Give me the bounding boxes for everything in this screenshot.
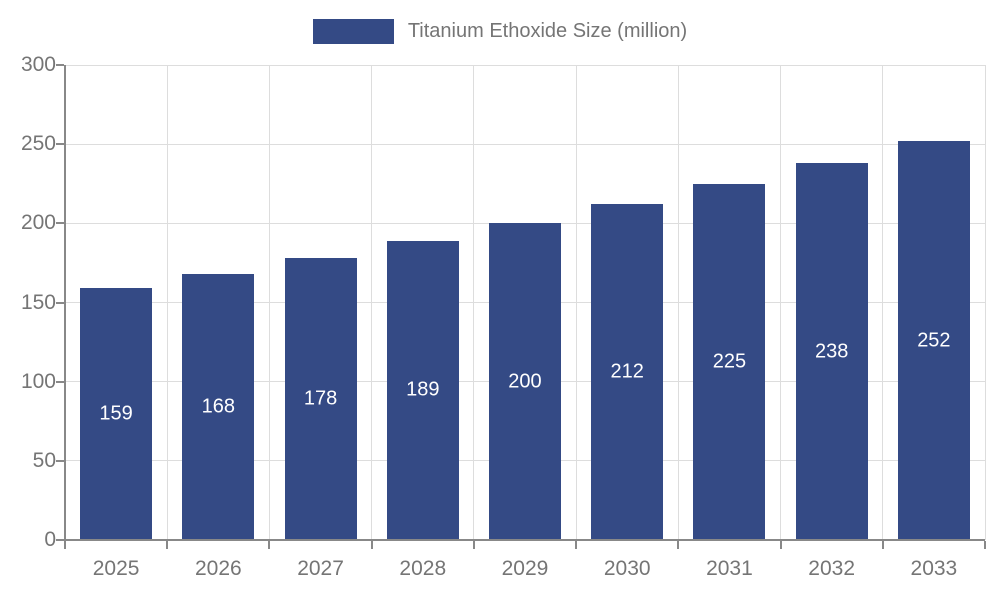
v-gridline [268,65,270,540]
y-axis-tick [56,301,64,304]
bar[interactable]: 200 [488,223,561,540]
y-tick-label: 100 [20,369,56,393]
h-gridline [65,222,985,224]
y-tick-label: 300 [20,53,56,76]
x-tick-label: 2032 [808,557,856,580]
h-gridline [65,143,985,145]
x-tick-label: 2025 [92,557,140,580]
v-gridline [882,65,884,540]
y-axis-tick [56,64,64,66]
y-tick-label: 250 [20,132,56,156]
x-axis-tick [881,541,884,549]
bar-value-label: 238 [814,340,849,363]
x-axis-tick [472,541,475,549]
x-axis-tick [166,541,169,549]
legend-label: Titanium Ethoxide Size (million) [407,19,688,42]
v-gridline [473,65,475,540]
bar-slot: 200 [474,65,576,540]
bar-slot: 159 [65,65,167,540]
y-axis-line [64,65,66,540]
v-gridline [984,65,986,540]
plot-area: 159 168 178 189 200 212 225 238 252 [56,64,986,549]
bar-slot: 212 [576,65,678,540]
y-tick-label: 0 [44,528,56,551]
bar-slot: 225 [678,65,780,540]
x-tick-label: 2028 [399,557,447,580]
bar[interactable]: 178 [284,258,357,540]
bar[interactable]: 238 [795,163,868,540]
x-axis-tick [268,541,271,549]
bar[interactable]: 225 [693,183,766,540]
x-tick-label: 2031 [706,557,753,580]
y-tick-label: 50 [32,448,56,472]
bar-slot: 238 [781,65,883,540]
bar[interactable]: 159 [80,288,153,540]
bar-value-label: 168 [201,395,236,418]
bar[interactable]: 189 [386,240,459,540]
bar-value-label: 189 [406,378,440,401]
x-tick-label: 2029 [501,557,549,580]
x-tick-label: 2027 [297,557,344,580]
h-gridline [65,64,985,66]
legend-item[interactable]: Titanium Ethoxide Size (million) [0,16,1000,46]
bar-slot: 168 [167,65,269,540]
bar-value-label: 212 [610,360,644,383]
v-gridline [166,65,168,540]
legend-swatch [312,18,394,44]
v-gridline [371,65,373,540]
x-axis-tick [677,541,680,549]
y-axis-labels: 0 50 100 150 200 250 300 [4,54,56,551]
y-tick-label: 150 [20,290,56,314]
x-tick-label: 2026 [194,557,242,580]
y-axis-tick [56,222,64,225]
bar-value-label: 159 [99,402,133,425]
x-axis-line [57,539,985,541]
bar-value-label: 200 [508,370,542,393]
x-tick-label: 2033 [910,557,958,580]
x-axis-tick [779,541,782,549]
x-axis-tick [575,541,578,549]
x-axis-tick [64,541,66,549]
bar-value-label: 225 [712,350,747,373]
x-axis-tick [370,541,373,549]
v-gridline [575,65,577,540]
v-gridline [780,65,782,540]
bar-slot: 252 [883,65,985,540]
x-axis-labels: 2025 2026 2027 2028 2029 2030 2031 2032 2033 [65,557,985,583]
v-gridline [677,65,679,540]
x-tick-label: 2030 [603,557,651,580]
bar[interactable]: 252 [897,141,970,540]
bar[interactable]: 168 [182,274,255,540]
x-axis-tick [984,541,986,549]
y-axis-tick [56,143,64,146]
bar-value-label: 252 [917,329,951,351]
bar-slot: 178 [269,65,371,540]
bar-value-label: 178 [303,387,338,410]
bar[interactable]: 212 [591,204,664,540]
bar-slot: 189 [372,65,474,540]
y-axis-tick [56,380,64,383]
y-tick-label: 200 [20,211,56,235]
y-axis-tick [56,459,64,462]
